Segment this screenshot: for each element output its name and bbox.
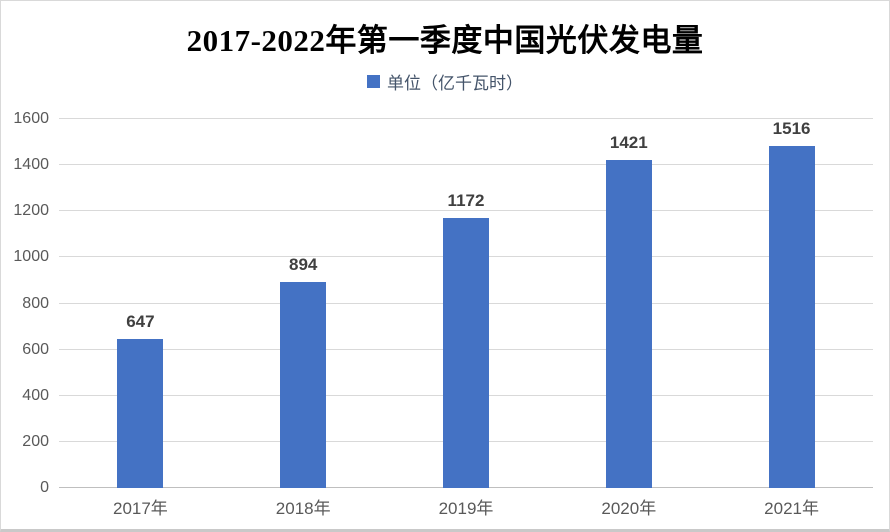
legend-label: 单位（亿千瓦时） [387,74,523,93]
bar-slot: 894 [222,119,385,488]
bar [605,160,652,488]
legend: 单位（亿千瓦时） [1,69,889,94]
y-tick-label: 1000 [13,248,49,266]
bar-slot: 1516 [710,119,873,488]
bar-slot: 647 [59,119,222,488]
bar-slot: 1421 [547,119,710,488]
gridline [59,164,873,166]
bar [117,338,164,488]
bar-slot: 1172 [385,119,548,488]
plot-area: 647 894 1172 1421 1516 [59,118,873,488]
gridline [59,210,873,212]
bar [768,146,815,488]
gridline [59,118,873,119]
y-tick-label: 200 [22,432,49,450]
bars: 647 894 1172 1421 1516 [59,119,873,488]
y-tick-label: 800 [22,294,49,312]
y-tick-label: 600 [22,340,49,358]
y-tick-label: 0 [40,479,49,496]
bar [280,281,327,488]
y-axis: 0 200 400 600 800 1000 1200 1400 1600 [1,110,49,496]
x-tick-label: 2017年 [112,499,168,518]
bar [442,217,489,488]
x-axis: 2017年 2018年 2019年 2020年 2021年 [59,494,873,519]
y-tick-label: 1400 [13,156,49,174]
bar-value-label: 1516 [772,119,811,138]
x-tick-label: 2021年 [764,499,819,518]
y-tick-label: 1200 [13,202,49,220]
legend-marker-icon [367,75,380,88]
bar-value-label: 1421 [609,133,648,153]
x-tick-label: 2019年 [438,499,494,518]
bar-value-label: 1172 [447,190,485,210]
bar-value-label: 647 [126,311,155,331]
x-tick-label: 2018年 [275,499,331,518]
x-tick-label: 2020年 [601,499,657,518]
bar-value-label: 894 [289,254,318,274]
y-tick-label: 400 [22,386,49,404]
y-tick-label: 1600 [13,110,49,127]
chart-title: 2017-2022年第一季度中国光伏发电量 [186,23,704,58]
